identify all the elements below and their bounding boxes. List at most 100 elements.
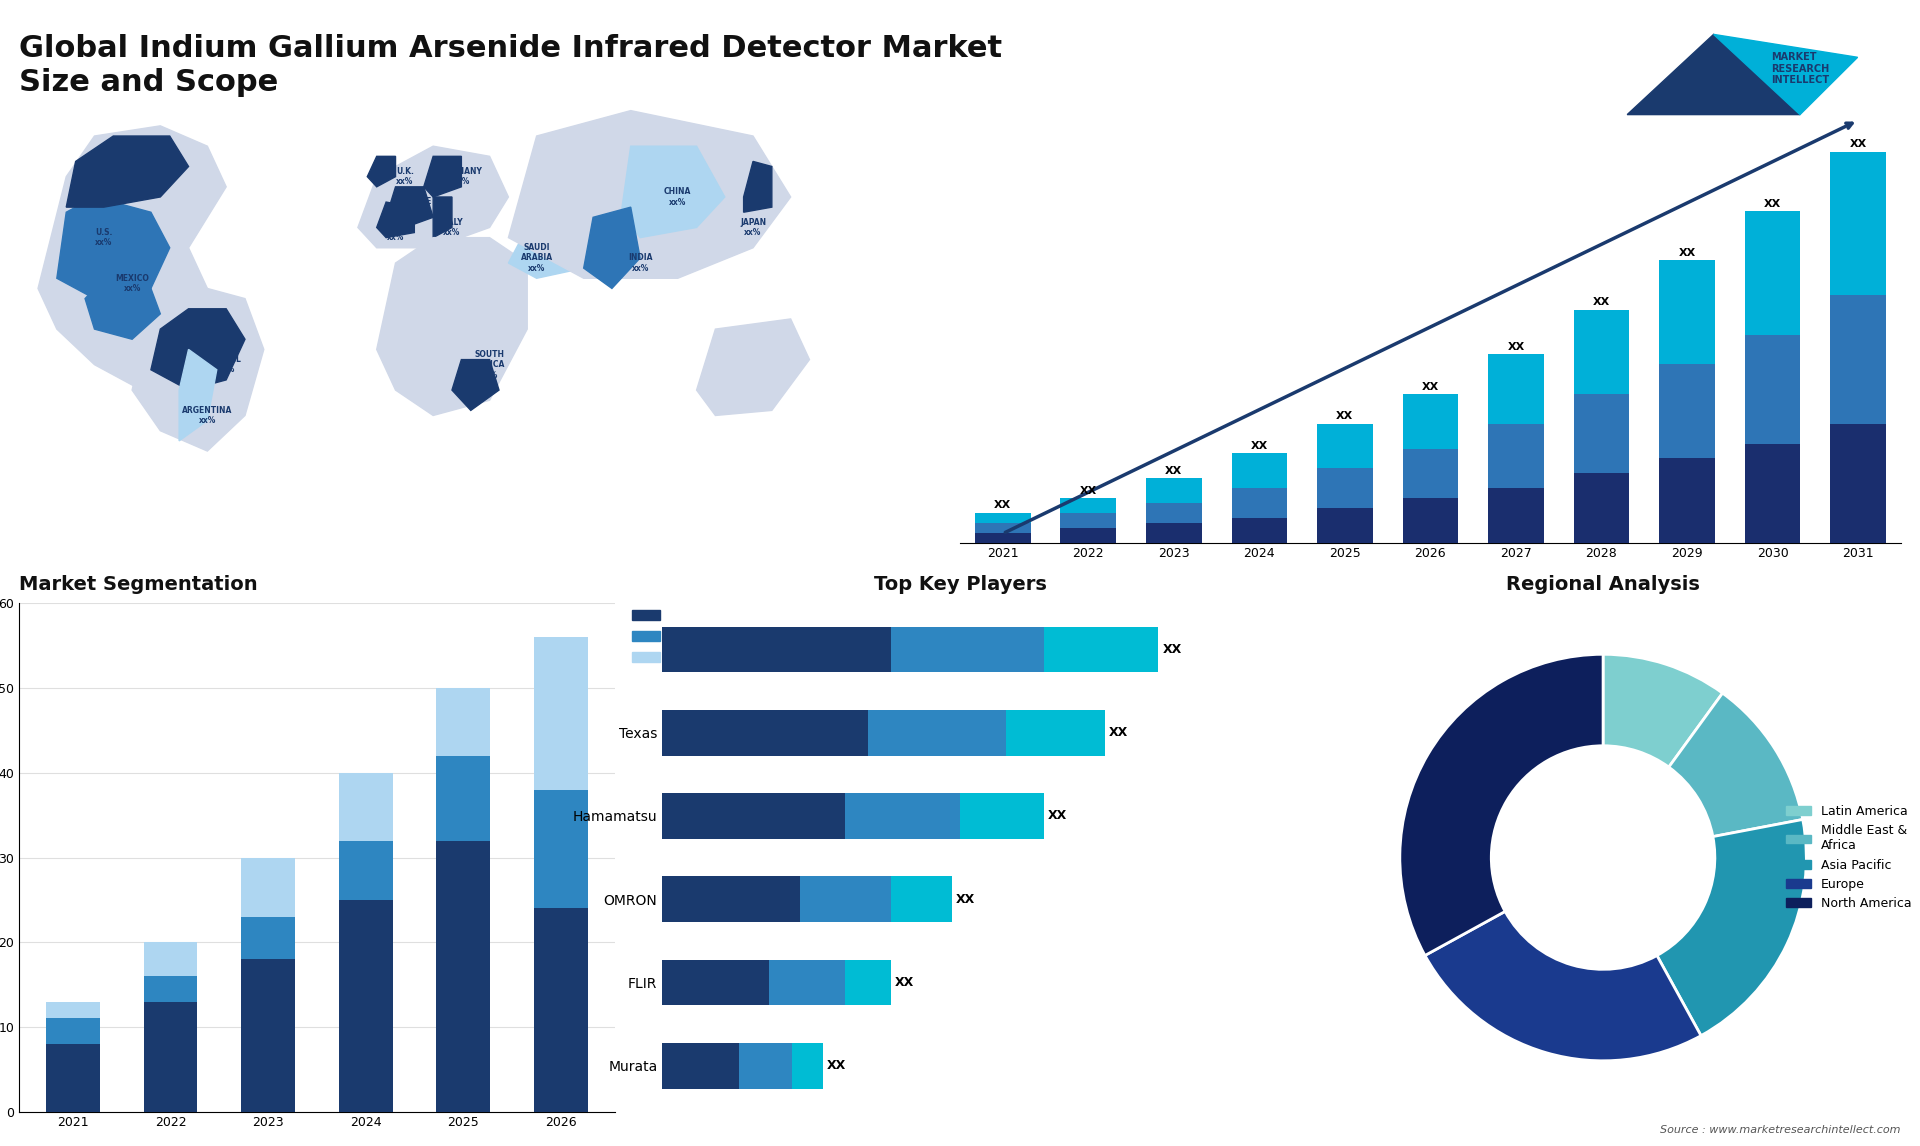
Bar bbox=[1060, 527, 1116, 542]
Text: XX: XX bbox=[895, 976, 914, 989]
Bar bbox=[891, 627, 1044, 673]
Bar bbox=[662, 877, 801, 923]
Text: XX: XX bbox=[1336, 411, 1354, 422]
Text: XX: XX bbox=[995, 501, 1012, 510]
Bar bbox=[1659, 260, 1715, 364]
Bar bbox=[1060, 512, 1116, 527]
Bar bbox=[46, 1019, 100, 1044]
Polygon shape bbox=[376, 202, 415, 237]
Text: XX: XX bbox=[1079, 486, 1096, 495]
Text: SAUDI
ARABIA
xx%: SAUDI ARABIA xx% bbox=[520, 243, 553, 273]
Bar bbox=[338, 900, 392, 1112]
Bar bbox=[534, 637, 588, 790]
Bar bbox=[891, 877, 952, 923]
Bar bbox=[1146, 478, 1202, 503]
Bar bbox=[801, 877, 891, 923]
Bar bbox=[242, 857, 296, 917]
Text: BRAZIL
xx%: BRAZIL xx% bbox=[211, 355, 242, 375]
Polygon shape bbox=[1628, 34, 1801, 115]
Polygon shape bbox=[58, 197, 169, 299]
Bar bbox=[1060, 499, 1116, 512]
Bar bbox=[242, 959, 296, 1112]
Bar bbox=[845, 959, 891, 1005]
Bar bbox=[46, 1002, 100, 1019]
Bar bbox=[1574, 309, 1630, 394]
Bar bbox=[662, 959, 770, 1005]
Bar bbox=[1488, 354, 1544, 424]
Text: Market Segmentation: Market Segmentation bbox=[19, 574, 257, 594]
Bar bbox=[739, 1043, 793, 1089]
Bar bbox=[1830, 296, 1885, 424]
Polygon shape bbox=[622, 147, 724, 237]
Bar bbox=[144, 976, 198, 1002]
Bar bbox=[1231, 454, 1286, 488]
Bar bbox=[1659, 364, 1715, 458]
Text: INDIA
xx%: INDIA xx% bbox=[628, 253, 653, 273]
Polygon shape bbox=[65, 136, 188, 207]
Polygon shape bbox=[1713, 34, 1857, 115]
Text: ARGENTINA
xx%: ARGENTINA xx% bbox=[182, 406, 232, 425]
Title: Regional Analysis: Regional Analysis bbox=[1505, 574, 1699, 594]
Bar bbox=[960, 793, 1044, 839]
Bar bbox=[1830, 151, 1885, 296]
Wedge shape bbox=[1657, 819, 1807, 1036]
Bar bbox=[1404, 499, 1457, 542]
Text: XX: XX bbox=[1162, 643, 1181, 656]
Text: Global Indium Gallium Arsenide Infrared Detector Market
Size and Scope: Global Indium Gallium Arsenide Infrared … bbox=[19, 34, 1002, 97]
Bar bbox=[1574, 394, 1630, 473]
Bar bbox=[144, 942, 198, 976]
Polygon shape bbox=[424, 156, 461, 197]
Bar bbox=[1404, 448, 1457, 499]
Bar bbox=[1488, 488, 1544, 542]
Legend: Application, Product, Geography: Application, Product, Geography bbox=[626, 604, 755, 670]
Text: XX: XX bbox=[1048, 809, 1068, 823]
Polygon shape bbox=[179, 350, 217, 441]
Bar bbox=[1745, 444, 1801, 542]
Bar bbox=[662, 627, 891, 673]
Bar bbox=[1317, 508, 1373, 542]
Wedge shape bbox=[1400, 654, 1603, 956]
Text: SOUTH
AFRICA
xx%: SOUTH AFRICA xx% bbox=[474, 350, 505, 379]
Bar bbox=[662, 709, 868, 755]
Bar bbox=[1317, 469, 1373, 508]
Text: XX: XX bbox=[1110, 727, 1129, 739]
Bar bbox=[534, 909, 588, 1112]
Polygon shape bbox=[584, 207, 639, 289]
Bar bbox=[1830, 424, 1885, 542]
Text: XX: XX bbox=[1423, 382, 1438, 392]
Text: XX: XX bbox=[956, 893, 975, 905]
Polygon shape bbox=[38, 126, 227, 400]
Wedge shape bbox=[1603, 654, 1722, 767]
Polygon shape bbox=[376, 237, 528, 416]
Bar bbox=[436, 756, 490, 841]
Bar bbox=[338, 841, 392, 900]
Text: MARKET
RESEARCH
INTELLECT: MARKET RESEARCH INTELLECT bbox=[1770, 53, 1830, 85]
Bar bbox=[1317, 424, 1373, 469]
Text: XX: XX bbox=[1849, 139, 1866, 149]
Bar bbox=[1006, 709, 1106, 755]
Polygon shape bbox=[357, 147, 509, 248]
Bar bbox=[1745, 335, 1801, 444]
Text: XX: XX bbox=[826, 1059, 845, 1073]
Bar bbox=[662, 1043, 739, 1089]
Text: XX: XX bbox=[1594, 298, 1611, 307]
Bar bbox=[1231, 488, 1286, 518]
Polygon shape bbox=[386, 187, 434, 227]
Bar bbox=[868, 709, 1006, 755]
Bar bbox=[793, 1043, 822, 1089]
Bar bbox=[242, 917, 296, 959]
Text: SPAIN
xx%: SPAIN xx% bbox=[382, 222, 409, 242]
Bar bbox=[975, 523, 1031, 533]
Polygon shape bbox=[367, 156, 396, 187]
Bar bbox=[662, 793, 845, 839]
Polygon shape bbox=[152, 308, 246, 390]
Text: Source : www.marketresearchintellect.com: Source : www.marketresearchintellect.com bbox=[1661, 1124, 1901, 1135]
Text: U.K.
xx%: U.K. xx% bbox=[396, 167, 415, 187]
Bar bbox=[436, 689, 490, 756]
Text: XX: XX bbox=[1250, 441, 1267, 452]
Bar bbox=[534, 790, 588, 909]
Polygon shape bbox=[509, 227, 584, 278]
Bar bbox=[338, 772, 392, 841]
Title: Top Key Players: Top Key Players bbox=[874, 574, 1046, 594]
Polygon shape bbox=[132, 289, 263, 452]
